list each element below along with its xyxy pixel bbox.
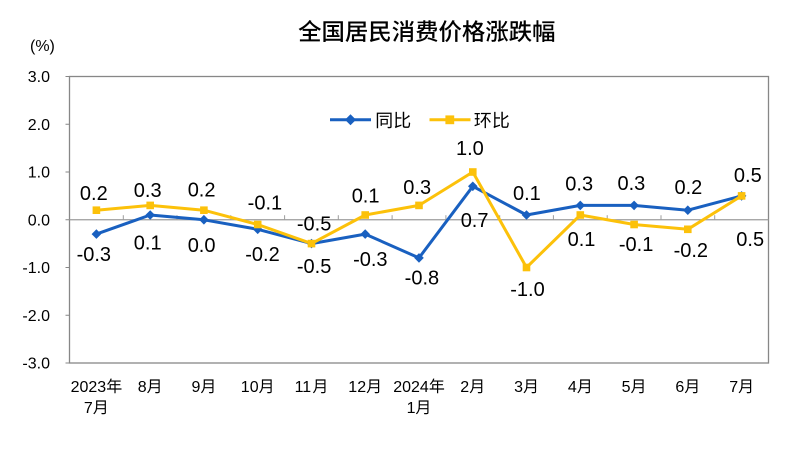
svg-text:-0.3: -0.3 — [353, 249, 387, 271]
svg-text:-0.5: -0.5 — [297, 214, 331, 236]
svg-text:0.3: 0.3 — [403, 177, 431, 199]
svg-text:-3.0: -3.0 — [22, 356, 50, 373]
svg-text:-0.2: -0.2 — [674, 240, 708, 262]
svg-text:-0.2: -0.2 — [245, 244, 279, 266]
svg-text:12: 12 — [348, 379, 366, 396]
svg-text:2023: 2023 — [71, 379, 107, 396]
svg-text:0.3: 0.3 — [565, 174, 593, 196]
svg-text:0.3: 0.3 — [617, 173, 645, 195]
svg-text:0.2: 0.2 — [188, 179, 216, 201]
svg-text:3.0: 3.0 — [28, 69, 50, 86]
svg-text:-1.0: -1.0 — [510, 279, 544, 301]
svg-text:6: 6 — [675, 379, 684, 396]
svg-text:(%): (%) — [30, 38, 55, 55]
svg-text:2.0: 2.0 — [28, 117, 50, 134]
svg-text:3: 3 — [514, 379, 523, 396]
svg-text:2: 2 — [460, 379, 469, 396]
svg-text:0.5: 0.5 — [734, 165, 762, 187]
svg-text:-0.8: -0.8 — [405, 268, 439, 290]
svg-text:0.2: 0.2 — [674, 177, 702, 199]
svg-text:0.1: 0.1 — [568, 229, 596, 251]
svg-text:10: 10 — [241, 379, 259, 396]
svg-text:2024: 2024 — [393, 379, 429, 396]
svg-text:-1.0: -1.0 — [22, 260, 50, 277]
svg-text:0.7: 0.7 — [461, 210, 489, 232]
svg-text:-0.1: -0.1 — [248, 193, 282, 215]
svg-text:-0.3: -0.3 — [77, 244, 111, 266]
svg-text:4: 4 — [568, 379, 577, 396]
svg-text:-2.0: -2.0 — [22, 308, 50, 325]
svg-text:-0.1: -0.1 — [619, 234, 653, 256]
svg-text:0.5: 0.5 — [736, 229, 764, 251]
svg-text:1.0: 1.0 — [456, 138, 484, 160]
svg-text:0.3: 0.3 — [134, 180, 162, 202]
svg-text:0.1: 0.1 — [513, 183, 541, 205]
svg-text:0.1: 0.1 — [352, 186, 380, 208]
svg-text:8: 8 — [138, 379, 147, 396]
svg-text:1.0: 1.0 — [28, 165, 50, 182]
svg-text:0.2: 0.2 — [80, 183, 108, 205]
svg-text:5: 5 — [622, 379, 631, 396]
svg-text:1: 1 — [407, 400, 416, 417]
svg-text:0.0: 0.0 — [28, 212, 50, 229]
svg-text:-0.5: -0.5 — [297, 256, 331, 278]
svg-text:7: 7 — [84, 400, 93, 417]
svg-text:0.1: 0.1 — [134, 232, 162, 254]
svg-text:0.0: 0.0 — [188, 235, 216, 257]
svg-text:7: 7 — [729, 379, 738, 396]
svg-text:11: 11 — [295, 379, 312, 396]
svg-text:9: 9 — [192, 379, 201, 396]
